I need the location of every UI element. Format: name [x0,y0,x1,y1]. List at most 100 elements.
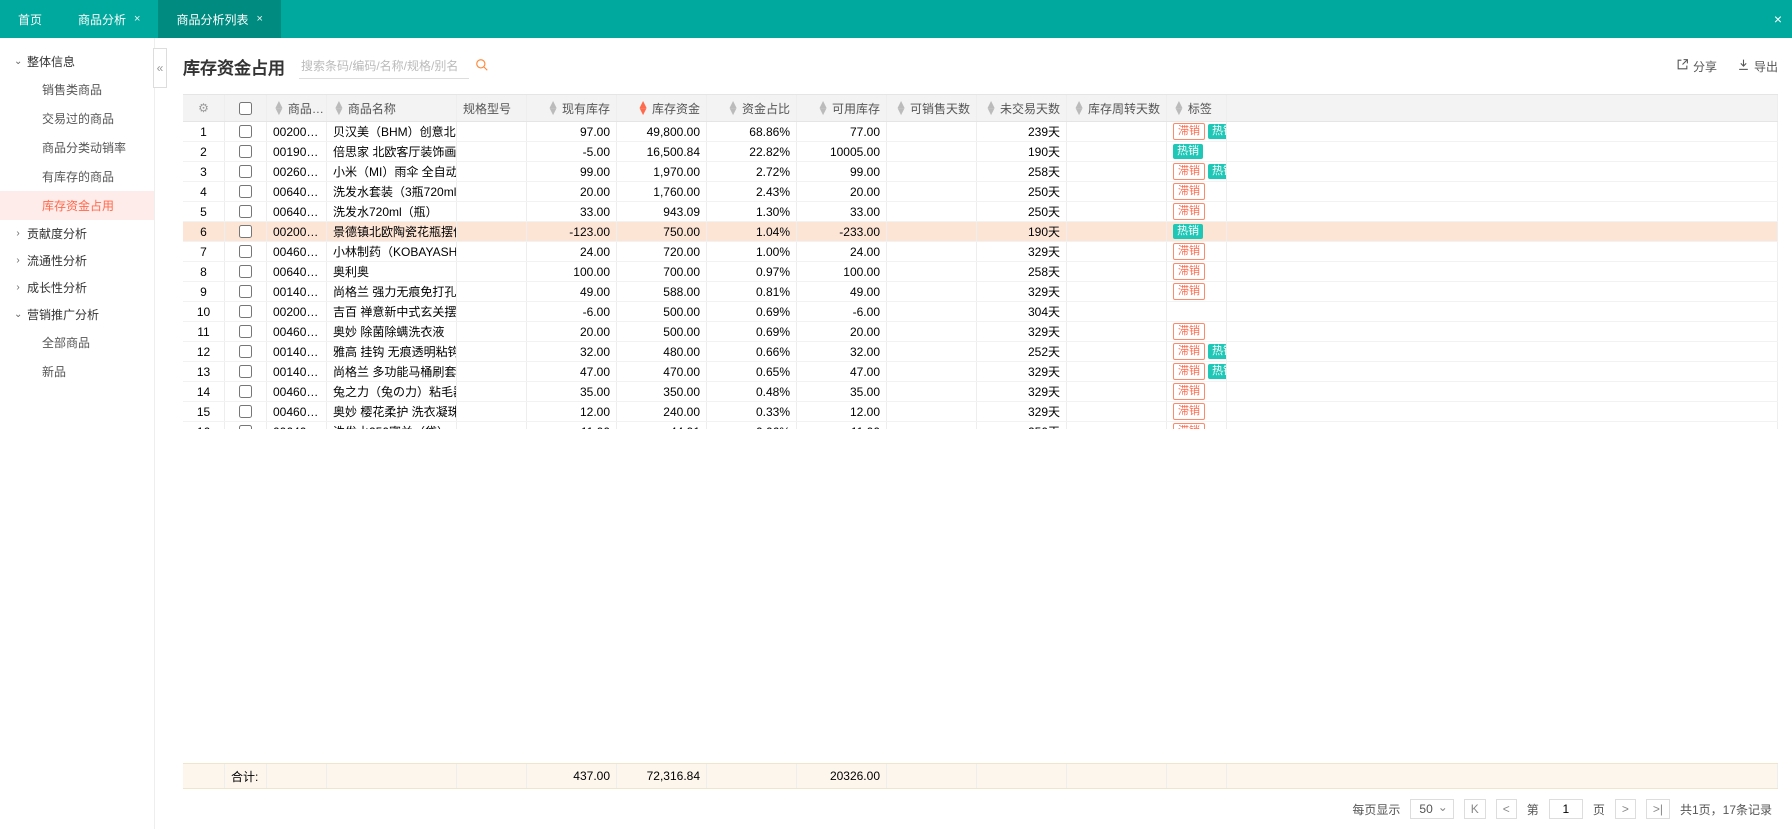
table-row[interactable]: 15 00460… 奥妙 樱花柔护 洗衣凝珠 10 12.00 240.00 0… [183,402,1778,422]
table-row[interactable]: 7 00460… 小林制药（KOBAYASHI）E 24.00 720.00 1… [183,242,1778,262]
column-label: 库存周转天数 [1088,100,1160,117]
table-header-cell[interactable]: ▲▼库存资金 [617,95,707,121]
row-checkbox[interactable] [239,365,252,378]
sort-icon[interactable]: ▲▼ [547,101,559,115]
table-row[interactable]: 8 00640… 奥利奥 100.00 700.00 0.97% 100.00 … [183,262,1778,282]
tab-close-icon[interactable]: × [256,13,262,25]
table-header-cell[interactable]: ▲▼可用库存 [797,95,887,121]
sidebar-group[interactable]: › 成长性分析 [0,274,154,301]
page-last-button[interactable]: >| [1646,799,1670,819]
cell-idledays: 329天 [977,382,1067,401]
sidebar-group-label: 流通性分析 [27,252,87,269]
sort-icon[interactable]: ▲▼ [817,101,829,115]
row-index: 1 [183,122,225,141]
sort-icon[interactable]: ▲▼ [1173,101,1185,115]
sort-icon[interactable]: ▲▼ [637,101,649,115]
table-header-cell[interactable] [225,95,267,121]
row-checkbox[interactable] [239,225,252,238]
sort-icon[interactable]: ▲▼ [895,101,907,115]
row-checkbox[interactable] [239,265,252,278]
sort-icon[interactable]: ▲▼ [273,101,285,115]
row-checkbox[interactable] [239,285,252,298]
sidebar-collapse-button[interactable]: « [153,48,167,88]
sidebar-item[interactable]: 有库存的商品 [0,162,154,191]
tag-hot: 热销 [1208,164,1227,179]
row-checkbox[interactable] [239,245,252,258]
top-tab[interactable]: 商品分析 × [60,0,158,38]
sort-icon[interactable]: ▲▼ [333,101,345,115]
sort-icon[interactable]: ▲▼ [985,101,997,115]
sidebar-group-label: 成长性分析 [27,279,87,296]
table-row[interactable]: 1 00200… 贝汉美（BHM）创意北欧 97.00 49,800.00 68… [183,122,1778,142]
row-checkbox[interactable] [239,185,252,198]
search-input[interactable] [299,54,469,79]
table-header-cell[interactable]: ▲▼商品… [267,95,327,121]
top-tab[interactable]: 首页 [0,0,60,38]
search-icon[interactable] [475,58,489,75]
table-header-cell[interactable]: ▲▼资金占比 [707,95,797,121]
table-header-cell[interactable]: 规格型号 [457,95,527,121]
top-tab[interactable]: 商品分析列表 × [158,0,280,38]
table-row[interactable]: 9 00140… 尚格兰 强力无痕免打孔浴室 49.00 588.00 0.81… [183,282,1778,302]
page-next-button[interactable]: > [1615,799,1636,819]
table-header-cell[interactable]: ▲▼库存周转天数 [1067,95,1167,121]
table-row[interactable]: 5 00640… 洗发水720ml（瓶） 33.00 943.09 1.30% … [183,202,1778,222]
table-row[interactable]: 14 00460… 兔之力（兔の力）粘毛器粘 35.00 350.00 0.48… [183,382,1778,402]
gear-icon[interactable]: ⚙ [198,101,209,115]
row-checkbox[interactable] [239,385,252,398]
sidebar-group[interactable]: ⌄ 整体信息 [0,48,154,75]
close-all-icon[interactable]: × [1774,0,1782,38]
sidebar-group[interactable]: ⌄ 营销推广分析 [0,301,154,328]
table-header-cell[interactable]: ▲▼未交易天数 [977,95,1067,121]
export-button[interactable]: 导出 [1737,58,1778,75]
row-checkbox[interactable] [239,145,252,158]
cell-selldays [887,262,977,281]
table-row[interactable]: 12 00140… 雅高 挂钩 无痕透明粘钩 强 32.00 480.00 0.… [183,342,1778,362]
row-index: 12 [183,342,225,361]
per-page-select[interactable]: 50 [1410,799,1453,819]
cell-turndays [1067,322,1167,341]
row-checkbox[interactable] [239,125,252,138]
page-first-button[interactable]: K [1464,799,1486,819]
table-header-cell[interactable]: ⚙ [183,95,225,121]
sidebar-item[interactable]: 新品 [0,357,154,386]
cell-spec [457,342,527,361]
sidebar-item[interactable]: 销售类商品 [0,75,154,104]
table-row[interactable]: 3 00260… 小米（MI）雨伞 全自动折 99.00 1,970.00 2.… [183,162,1778,182]
table-row[interactable]: 4 00640… 洗发水套装（3瓶720ml+1 20.00 1,760.00 … [183,182,1778,202]
sidebar-group[interactable]: › 流通性分析 [0,247,154,274]
sidebar-group[interactable]: › 贡献度分析 [0,220,154,247]
table-header-cell[interactable]: ▲▼现有库存 [527,95,617,121]
row-checkbox[interactable] [239,165,252,178]
page-prev-button[interactable]: < [1496,799,1517,819]
row-index: 13 [183,362,225,381]
row-checkbox[interactable] [239,205,252,218]
cell-stock: 12.00 [527,402,617,421]
table-header-cell[interactable]: ▲▼商品名称 [327,95,457,121]
table-header-cell[interactable] [1227,95,1778,121]
sidebar-item[interactable]: 全部商品 [0,328,154,357]
row-checkbox[interactable] [239,345,252,358]
row-checkbox[interactable] [239,325,252,338]
cell-tags: 滞销 [1167,402,1227,421]
table-row[interactable]: 6 00200… 景德镇北欧陶瓷花瓶摆件 仿 -123.00 750.00 1.… [183,222,1778,242]
row-checkbox[interactable] [239,305,252,318]
select-all-checkbox[interactable] [239,102,252,115]
table-row[interactable]: 13 00140… 尚格兰 多功能马桶刷套装 月 47.00 470.00 0.… [183,362,1778,382]
share-button[interactable]: 分享 [1676,58,1717,75]
table-header-cell[interactable]: ▲▼标签 [1167,95,1227,121]
tab-close-icon[interactable]: × [134,13,140,25]
table-row[interactable]: 10 00200… 吉百 禅意新中式玄关摆件客 -6.00 500.00 0.6… [183,302,1778,322]
page-number-input[interactable] [1549,799,1583,819]
cell-selldays [887,162,977,181]
table-header-cell[interactable]: ▲▼可销售天数 [887,95,977,121]
sort-icon[interactable]: ▲▼ [1073,101,1085,115]
sidebar-item[interactable]: 商品分类动销率 [0,133,154,162]
sidebar-item[interactable]: 交易过的商品 [0,104,154,133]
row-checkbox[interactable] [239,405,252,418]
table-row[interactable]: 11 00460… 奥妙 除菌除螨洗衣液 20.00 500.00 0.69% … [183,322,1778,342]
sort-icon[interactable]: ▲▼ [727,101,739,115]
table-row[interactable]: 2 00190… 倍思家 北欧客厅装饰画卧室 -5.00 16,500.84 2… [183,142,1778,162]
sidebar-item[interactable]: 库存资金占用 [0,191,154,220]
cell-stock: 33.00 [527,202,617,221]
